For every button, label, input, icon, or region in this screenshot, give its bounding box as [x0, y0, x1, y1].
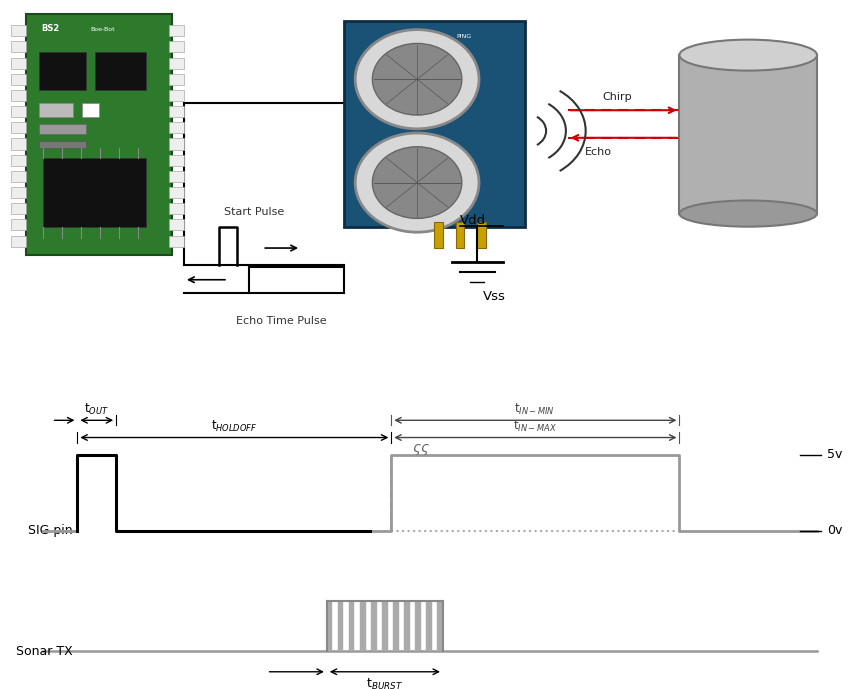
- Text: Boe-Bot: Boe-Bot: [90, 27, 115, 32]
- Bar: [11, 41, 26, 52]
- Bar: [477, 222, 486, 248]
- Bar: [82, 103, 99, 117]
- Text: t$_{IN-MAX}$: t$_{IN-MAX}$: [513, 419, 557, 434]
- Bar: [169, 123, 184, 134]
- Bar: [11, 90, 26, 101]
- Bar: [360, 601, 366, 651]
- Bar: [169, 25, 184, 37]
- Bar: [679, 55, 817, 214]
- Bar: [169, 74, 184, 85]
- Text: Sonar TX: Sonar TX: [16, 645, 73, 658]
- Bar: [434, 222, 443, 248]
- Bar: [169, 236, 184, 247]
- Ellipse shape: [679, 200, 817, 227]
- Text: Vdd: Vdd: [460, 214, 486, 227]
- Bar: [456, 222, 464, 248]
- Bar: [11, 106, 26, 117]
- Bar: [11, 187, 26, 198]
- Bar: [11, 203, 26, 214]
- Polygon shape: [344, 21, 525, 227]
- Bar: [169, 41, 184, 52]
- Bar: [43, 158, 146, 227]
- Bar: [11, 138, 26, 150]
- Bar: [11, 74, 26, 85]
- Text: 0v: 0v: [827, 524, 843, 537]
- Text: BS2: BS2: [41, 24, 59, 33]
- Ellipse shape: [679, 40, 817, 71]
- Bar: [349, 601, 354, 651]
- Text: Vss: Vss: [483, 289, 507, 302]
- Text: Start Pulse: Start Pulse: [224, 207, 284, 217]
- Bar: [169, 171, 184, 182]
- Bar: [371, 601, 377, 651]
- Bar: [39, 124, 86, 134]
- Text: t$_{OUT}$: t$_{OUT}$: [84, 402, 109, 417]
- Bar: [11, 58, 26, 69]
- Bar: [404, 601, 409, 651]
- Circle shape: [355, 30, 479, 129]
- Bar: [169, 219, 184, 230]
- Bar: [95, 52, 146, 90]
- Bar: [39, 103, 73, 117]
- Text: t$_{BURST}$: t$_{BURST}$: [366, 677, 403, 689]
- Bar: [39, 52, 86, 90]
- Bar: [327, 601, 332, 651]
- Bar: [39, 141, 86, 148]
- Bar: [169, 155, 184, 166]
- Bar: [11, 236, 26, 247]
- Polygon shape: [26, 14, 172, 255]
- Bar: [169, 187, 184, 198]
- Text: SIG pin: SIG pin: [28, 524, 73, 537]
- Bar: [338, 601, 343, 651]
- Text: t$_{IN-MIN}$: t$_{IN-MIN}$: [514, 402, 556, 417]
- Bar: [427, 601, 432, 651]
- Bar: [393, 601, 399, 651]
- Bar: [169, 58, 184, 69]
- Text: t$_{HOLDOFF}$: t$_{HOLDOFF}$: [211, 419, 257, 434]
- Circle shape: [355, 133, 479, 232]
- Bar: [169, 90, 184, 101]
- Bar: [169, 106, 184, 117]
- Text: $\varsigma\varsigma$: $\varsigma\varsigma$: [413, 442, 430, 457]
- Bar: [382, 601, 388, 651]
- Bar: [11, 25, 26, 37]
- Bar: [11, 219, 26, 230]
- Bar: [11, 123, 26, 134]
- Text: Echo Time Pulse: Echo Time Pulse: [237, 316, 327, 326]
- Bar: [11, 171, 26, 182]
- Bar: [169, 203, 184, 214]
- Text: PING: PING: [457, 34, 472, 39]
- Text: Echo: Echo: [585, 147, 611, 157]
- Circle shape: [372, 43, 462, 115]
- Bar: [169, 138, 184, 150]
- Bar: [415, 601, 421, 651]
- Circle shape: [372, 147, 462, 218]
- Text: Chirp: Chirp: [602, 92, 631, 102]
- Text: 5v: 5v: [827, 449, 843, 461]
- Bar: [11, 155, 26, 166]
- Bar: [438, 601, 443, 651]
